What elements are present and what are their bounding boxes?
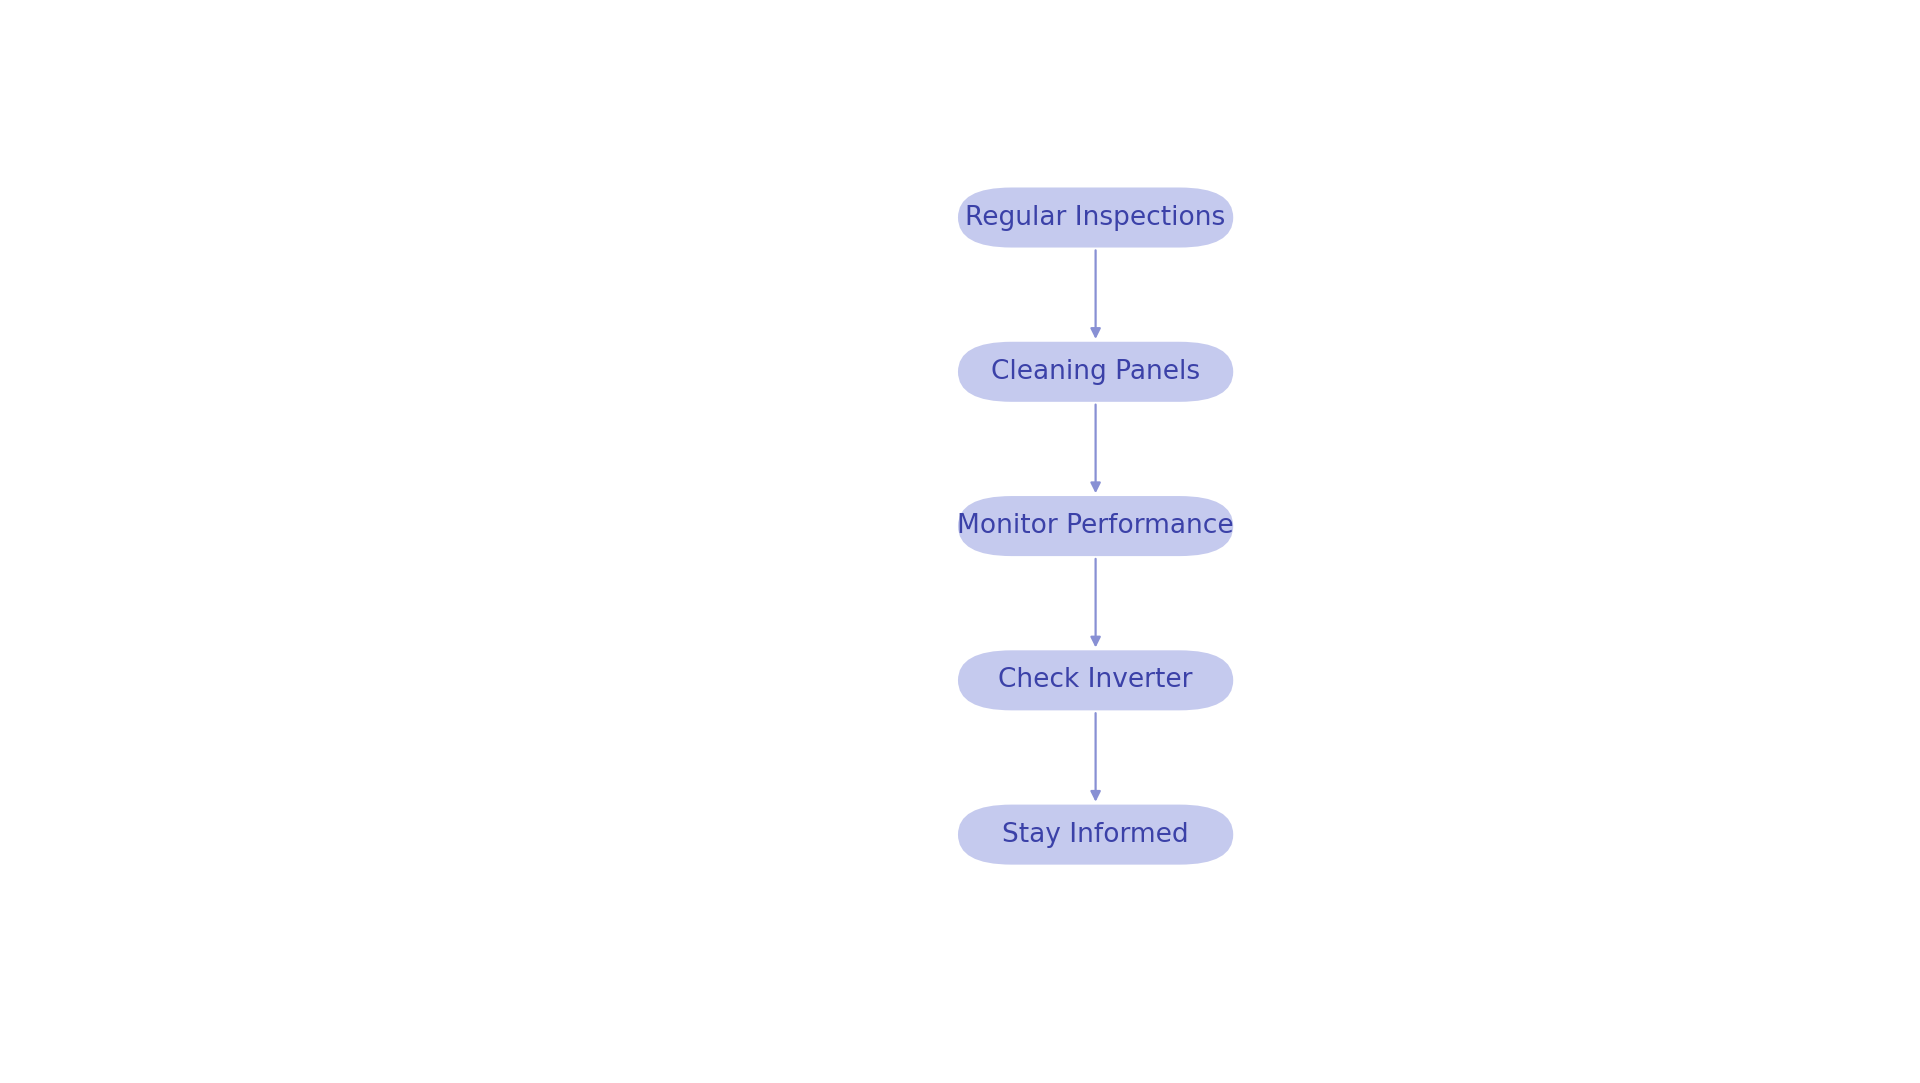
Text: Stay Informed: Stay Informed [1002,822,1188,848]
FancyBboxPatch shape [958,187,1233,248]
FancyBboxPatch shape [958,650,1233,710]
Text: Regular Inspections: Regular Inspections [966,205,1225,231]
FancyBboxPatch shape [958,496,1233,556]
FancyBboxPatch shape [958,342,1233,402]
FancyBboxPatch shape [958,805,1233,864]
Text: Monitor Performance: Monitor Performance [958,513,1235,539]
Text: Cleaning Panels: Cleaning Panels [991,358,1200,384]
Text: Check Inverter: Check Inverter [998,667,1192,693]
